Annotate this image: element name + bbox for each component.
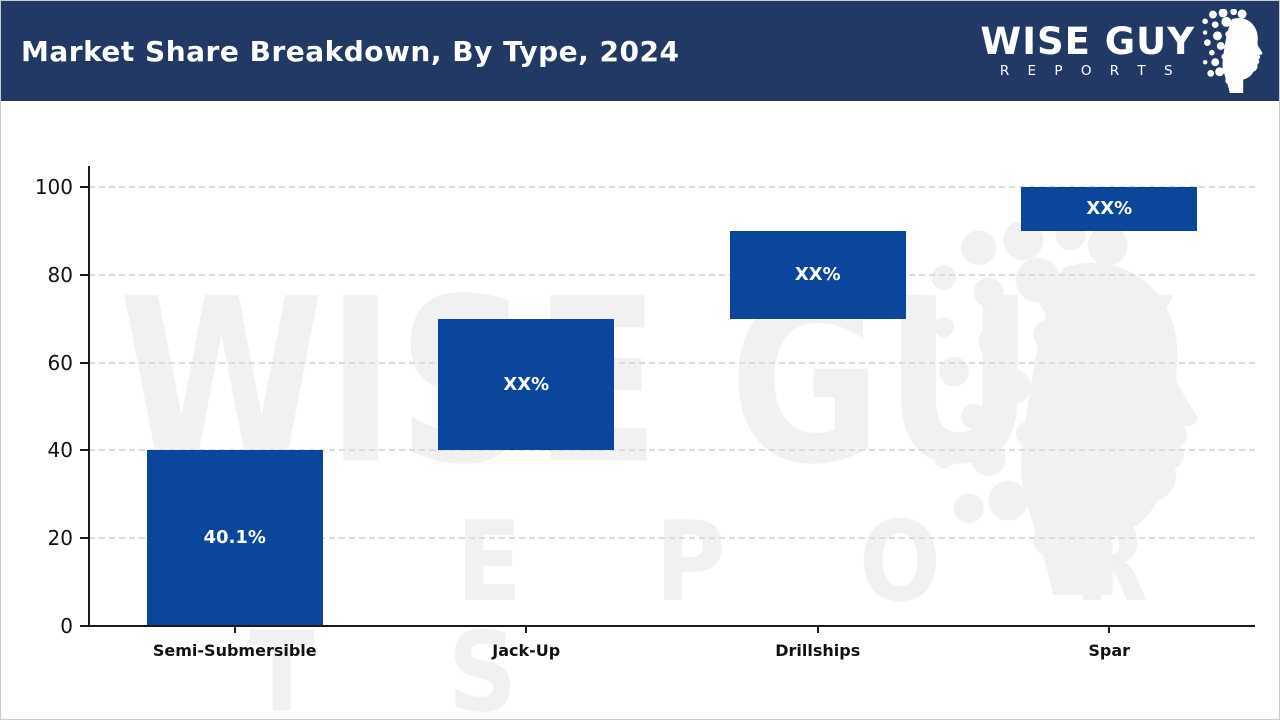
logo-head-profile-icon bbox=[1197, 9, 1267, 93]
brand-logo: WISE GUY R E P O R T S bbox=[980, 9, 1267, 93]
x-category-label: Drillships bbox=[775, 641, 861, 660]
y-tick-label: 0 bbox=[60, 614, 73, 638]
page-title: Market Share Breakdown, By Type, 2024 bbox=[21, 34, 680, 68]
y-tick-mark bbox=[80, 273, 88, 276]
y-tick-label: 100 bbox=[34, 175, 73, 199]
bar-spar: XX% bbox=[1021, 187, 1198, 231]
gridline-40 bbox=[89, 449, 1255, 452]
x-tick-mark bbox=[816, 627, 819, 633]
gridline-80 bbox=[89, 273, 1255, 276]
bar-value-label: XX% bbox=[503, 374, 550, 396]
y-tick-label: 60 bbox=[47, 350, 73, 375]
logo-wordmark-main: WISE GUY bbox=[980, 20, 1195, 63]
bar-jack-up: XX% bbox=[438, 318, 615, 451]
y-tick-label: 20 bbox=[47, 526, 73, 551]
y-tick-mark bbox=[80, 361, 88, 364]
bar-drillships: XX% bbox=[729, 230, 906, 319]
gridline-100 bbox=[89, 186, 1255, 188]
gridline-20 bbox=[89, 537, 1255, 540]
x-tick-mark bbox=[525, 627, 528, 633]
x-tick-mark bbox=[1108, 627, 1111, 633]
watermark-head-profile-icon bbox=[885, 223, 1241, 595]
y-tick-mark bbox=[80, 537, 88, 540]
y-tick-mark bbox=[80, 186, 88, 188]
bar-semi-submersible: 40.1% bbox=[146, 449, 323, 626]
x-axis-spine bbox=[88, 625, 1255, 627]
y-tick-mark bbox=[80, 449, 88, 452]
bar-value-label: XX% bbox=[794, 264, 841, 286]
gridline-60 bbox=[89, 361, 1255, 364]
logo-wordmark: WISE GUY R E P O R T S bbox=[980, 23, 1195, 79]
bar-value-label: 40.1% bbox=[203, 527, 266, 549]
header-bar: Market Share Breakdown, By Type, 2024 WI… bbox=[1, 1, 1279, 101]
y-tick-label: 40 bbox=[47, 438, 73, 463]
y-axis-spine bbox=[88, 166, 90, 627]
x-category-label: Spar bbox=[1088, 641, 1131, 660]
x-tick-mark bbox=[233, 627, 236, 633]
y-tick-label: 80 bbox=[47, 262, 73, 287]
bar-value-label: XX% bbox=[1086, 198, 1133, 220]
y-tick-mark bbox=[80, 625, 88, 627]
x-category-label: Jack-Up bbox=[492, 641, 561, 660]
x-category-label: Semi-Submersible bbox=[152, 641, 317, 660]
logo-wordmark-sub: R E P O R T S bbox=[999, 63, 1180, 79]
